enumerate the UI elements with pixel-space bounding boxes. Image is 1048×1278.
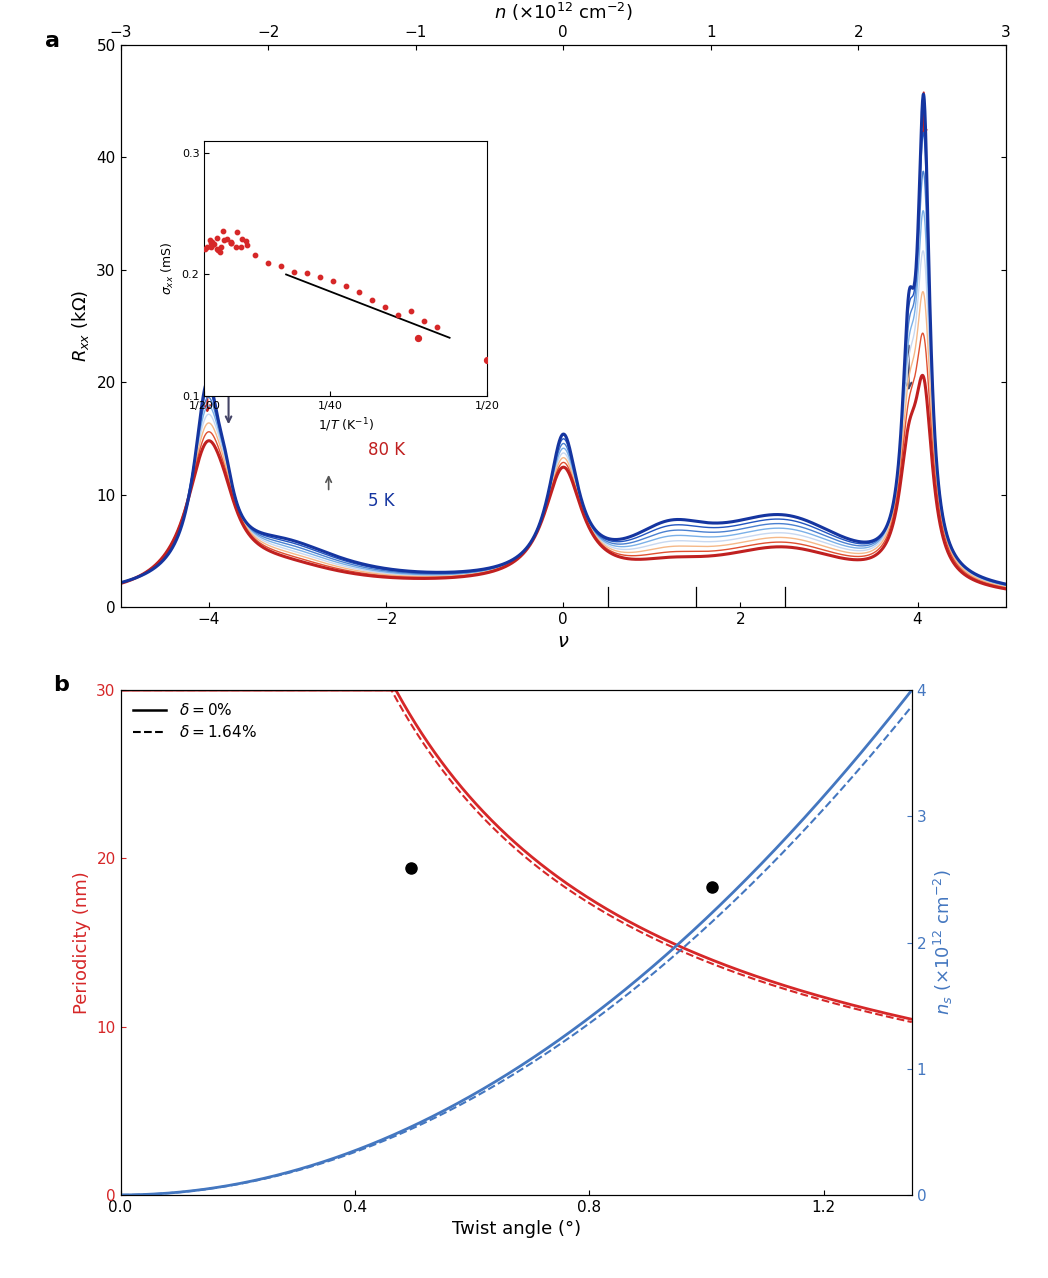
Point xyxy=(299,263,315,284)
Point xyxy=(212,242,228,262)
Point xyxy=(202,230,219,250)
Point xyxy=(239,235,256,256)
Point xyxy=(223,233,240,253)
Point xyxy=(197,239,214,259)
Point xyxy=(203,233,220,253)
Point xyxy=(410,327,427,348)
Point xyxy=(325,271,342,291)
Point xyxy=(390,305,407,326)
Point xyxy=(272,256,289,276)
Point xyxy=(215,220,232,240)
Point xyxy=(364,290,380,311)
Point xyxy=(350,281,367,302)
Text: 80 K: 80 K xyxy=(369,441,406,459)
Legend: $\delta=0\%$, $\delta=1.64\%$: $\delta=0\%$, $\delta=1.64\%$ xyxy=(128,698,261,745)
Y-axis label: Periodicity (nm): Periodicity (nm) xyxy=(72,872,91,1013)
X-axis label: $n$ ($\times$10$^{12}$ cm$^{-2}$): $n$ ($\times$10$^{12}$ cm$^{-2}$) xyxy=(494,1,633,23)
Point xyxy=(213,236,230,257)
Point xyxy=(204,235,221,256)
Point xyxy=(216,230,233,250)
Point xyxy=(203,236,220,257)
Y-axis label: $R_{xx}$ (k$\Omega$): $R_{xx}$ (k$\Omega$) xyxy=(70,290,91,362)
Y-axis label: $n_s$ ($\times$10$^{12}$ cm$^{-2}$): $n_s$ ($\times$10$^{12}$ cm$^{-2}$) xyxy=(932,869,955,1016)
Point xyxy=(376,296,393,317)
Point xyxy=(227,236,244,257)
Point xyxy=(209,239,225,259)
Point xyxy=(479,349,496,369)
Point xyxy=(222,231,239,252)
Point xyxy=(234,229,250,249)
Text: a: a xyxy=(45,31,60,51)
Text: 5 K: 5 K xyxy=(369,492,395,510)
X-axis label: Twist angle (°): Twist angle (°) xyxy=(452,1220,581,1238)
Point xyxy=(205,234,222,254)
Point xyxy=(228,221,245,242)
Point xyxy=(219,229,236,249)
X-axis label: 1/$T$ (K$^{-1}$): 1/$T$ (K$^{-1}$) xyxy=(318,417,374,435)
Point xyxy=(285,262,302,282)
Point xyxy=(429,317,445,337)
Point xyxy=(311,266,328,286)
X-axis label: $\nu$: $\nu$ xyxy=(558,633,569,652)
Point xyxy=(233,236,249,257)
Point xyxy=(198,236,215,257)
Point xyxy=(238,231,255,252)
Point xyxy=(222,233,239,253)
Text: b: b xyxy=(53,675,69,695)
Point xyxy=(402,300,419,321)
Point xyxy=(259,253,276,273)
Point xyxy=(204,231,221,252)
Point xyxy=(210,240,226,261)
Point xyxy=(416,311,433,331)
Y-axis label: $\sigma_{xx}$ (mS): $\sigma_{xx}$ (mS) xyxy=(160,242,176,295)
Point xyxy=(209,227,225,248)
Point xyxy=(337,276,354,296)
Point xyxy=(246,244,263,265)
